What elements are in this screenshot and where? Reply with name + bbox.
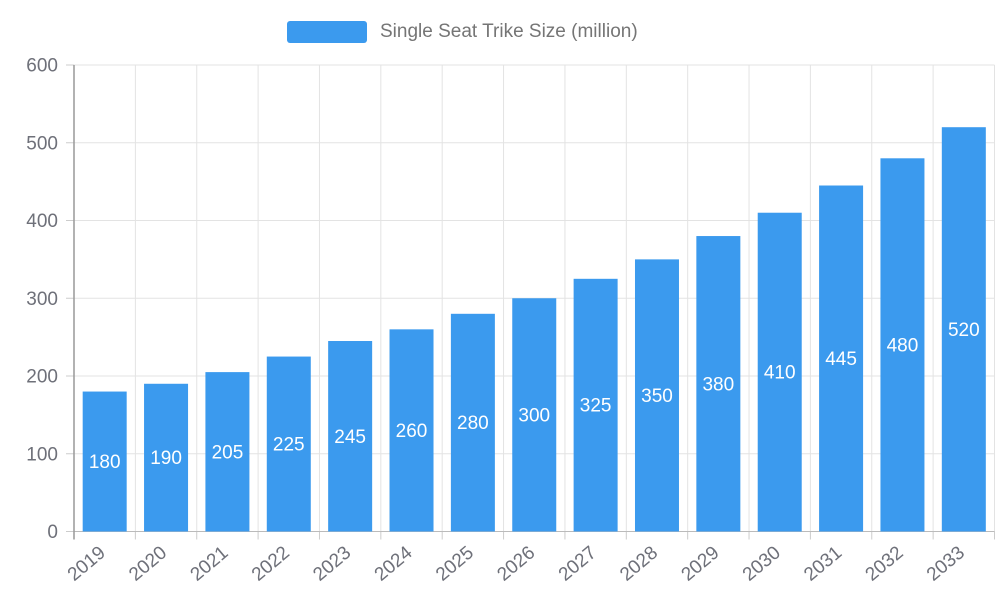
bar[interactable] <box>266 356 311 532</box>
y-axis-tick-label: 200 <box>26 367 58 388</box>
x-axis-tick-label: 2021 <box>187 542 233 585</box>
y-axis-tick-label: 400 <box>26 211 58 232</box>
y-axis-tick-label: 0 <box>47 522 58 543</box>
bar[interactable] <box>696 236 741 532</box>
x-axis-tick-label: 2022 <box>248 542 294 585</box>
y-axis-tick-label: 100 <box>26 444 58 465</box>
bar[interactable] <box>512 298 557 532</box>
bar-value-label: 180 <box>89 452 121 473</box>
x-axis-tick-label: 2024 <box>371 542 417 586</box>
x-axis-tick-label: 2031 <box>800 542 846 585</box>
x-axis-tick-label: 2026 <box>493 542 539 585</box>
bar-value-label: 245 <box>334 427 366 448</box>
bar-value-label: 350 <box>641 386 673 407</box>
bar-value-label: 260 <box>396 421 428 442</box>
bar-value-label: 445 <box>825 349 857 370</box>
bar[interactable] <box>634 259 679 532</box>
bar[interactable] <box>819 185 864 532</box>
bar[interactable] <box>82 391 127 532</box>
y-axis-tick-label: 500 <box>26 133 58 154</box>
x-axis-tick-label: 2027 <box>555 542 601 585</box>
bar-value-label: 280 <box>457 413 489 434</box>
x-axis-tick-label: 2025 <box>432 542 478 585</box>
bar-value-label: 410 <box>764 363 796 384</box>
bar[interactable] <box>205 372 250 532</box>
bar[interactable] <box>328 341 373 532</box>
bar-value-label: 480 <box>887 335 919 356</box>
x-axis-tick-label: 2033 <box>923 542 969 585</box>
x-axis-tick-label: 2023 <box>309 542 355 585</box>
bar[interactable] <box>757 212 802 532</box>
bar-value-label: 300 <box>518 405 550 426</box>
bar[interactable] <box>573 278 618 532</box>
bar[interactable] <box>941 127 986 532</box>
legend-swatch[interactable] <box>287 21 367 43</box>
y-axis-tick-label: 600 <box>26 56 58 77</box>
x-axis-tick-label: 2020 <box>125 542 171 585</box>
bar-value-label: 380 <box>702 374 734 395</box>
x-axis-tick-label: 2030 <box>739 542 785 585</box>
bar-value-label: 225 <box>273 435 305 456</box>
bar[interactable] <box>880 158 925 532</box>
bar[interactable] <box>389 329 434 532</box>
y-axis-tick-label: 300 <box>26 289 58 310</box>
bar[interactable] <box>144 383 189 532</box>
bar-value-label: 325 <box>580 396 612 417</box>
bar-value-label: 520 <box>948 320 980 341</box>
x-axis-tick-label: 2028 <box>616 542 662 585</box>
x-axis-tick-label: 2019 <box>64 542 110 585</box>
x-axis-tick-label: 2032 <box>862 542 908 585</box>
bar[interactable] <box>450 313 495 532</box>
legend-label: Single Seat Trike Size (million) <box>380 21 638 42</box>
x-axis-tick-label: 2029 <box>678 542 724 585</box>
bar-value-label: 205 <box>212 442 244 463</box>
bar-value-label: 190 <box>150 448 182 469</box>
legend-item[interactable]: Single Seat Trike Size (million) <box>287 21 638 43</box>
